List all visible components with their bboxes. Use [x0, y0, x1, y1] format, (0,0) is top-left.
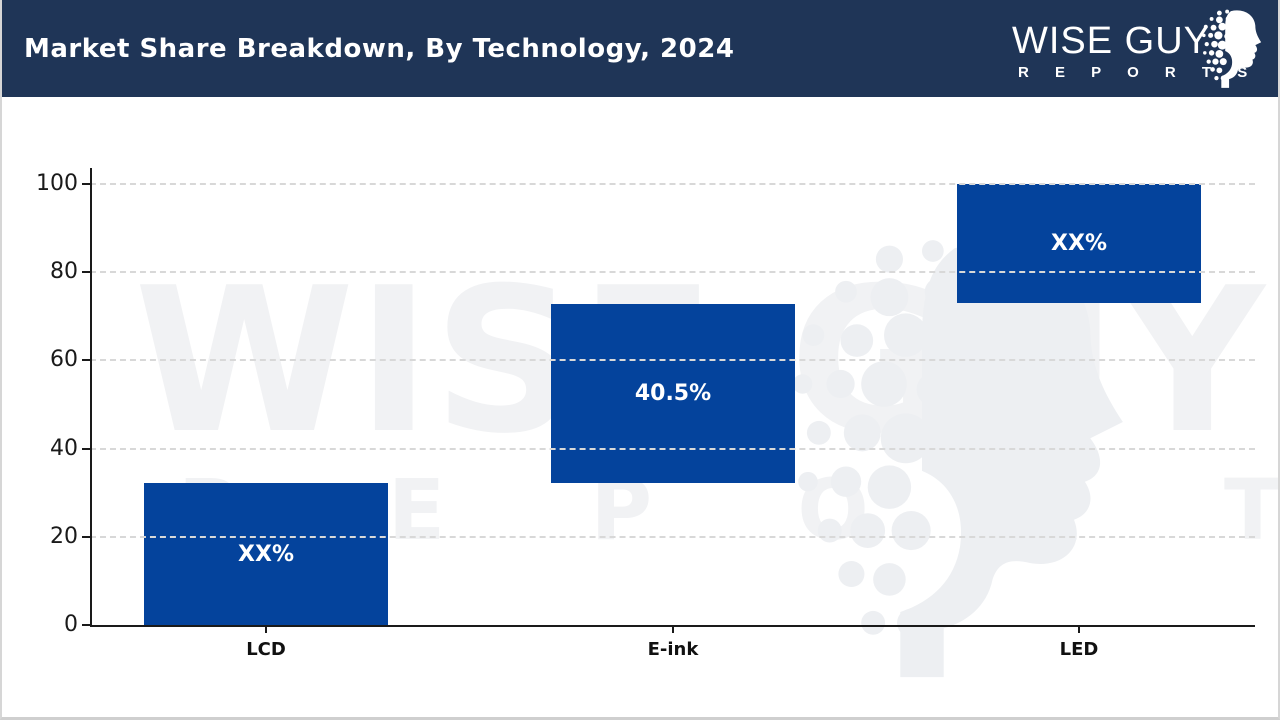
x-axis-category-label: LED: [1059, 639, 1099, 660]
bar-value-label: XX%: [1051, 231, 1107, 256]
x-axis-category-label: E-ink: [647, 639, 699, 660]
y-axis-line: [90, 168, 92, 627]
y-axis-tickmark: [82, 271, 90, 273]
y-axis-tick-label: 0: [64, 612, 78, 637]
y-axis-tickmark: [82, 183, 90, 185]
x-axis-category-label: LCD: [246, 639, 286, 660]
y-axis-tick-label: 80: [50, 259, 78, 284]
waterfall-chart: 0 20 40 60 80 100 XX% 40.5% XX% LCD E-ink LED: [2, 97, 1278, 717]
y-axis-tick-label: 20: [50, 524, 78, 549]
logo-wordmark: WISE GUY: [1012, 20, 1210, 62]
gridline-20: [90, 536, 1255, 538]
gridline-40: [90, 448, 1255, 450]
bar-lcd: XX%: [144, 483, 388, 625]
header-bar: Market Share Breakdown, By Technology, 2…: [2, 0, 1278, 97]
x-axis-tickmark: [1078, 627, 1080, 633]
y-axis-tickmark: [82, 359, 90, 361]
y-axis-tick-label: 100: [36, 171, 78, 196]
logo-reports-text: R E P O R T S: [1018, 64, 1258, 81]
wise-guy-reports-logo: WISE GUY R E P O R T S: [1012, 9, 1262, 88]
bar-led: XX%: [957, 184, 1201, 303]
x-axis-line: [90, 625, 1255, 627]
gridline-100: [90, 183, 1255, 185]
bar-value-label: XX%: [238, 541, 294, 567]
y-axis-tickmark: [82, 536, 90, 538]
gridline-80: [90, 271, 1255, 273]
page-title: Market Share Breakdown, By Technology, 2…: [24, 33, 735, 64]
x-axis-tickmark: [265, 627, 267, 633]
gridline-60: [90, 359, 1255, 361]
bar-value-label: 40.5%: [634, 381, 712, 406]
x-axis-tickmark: [672, 627, 674, 633]
y-axis-tickmark: [82, 624, 90, 626]
bar-e-ink: 40.5%: [551, 304, 795, 483]
y-axis-tick-label: 60: [50, 347, 78, 372]
y-axis-tickmark: [82, 448, 90, 450]
y-axis-tick-label: 40: [50, 436, 78, 461]
